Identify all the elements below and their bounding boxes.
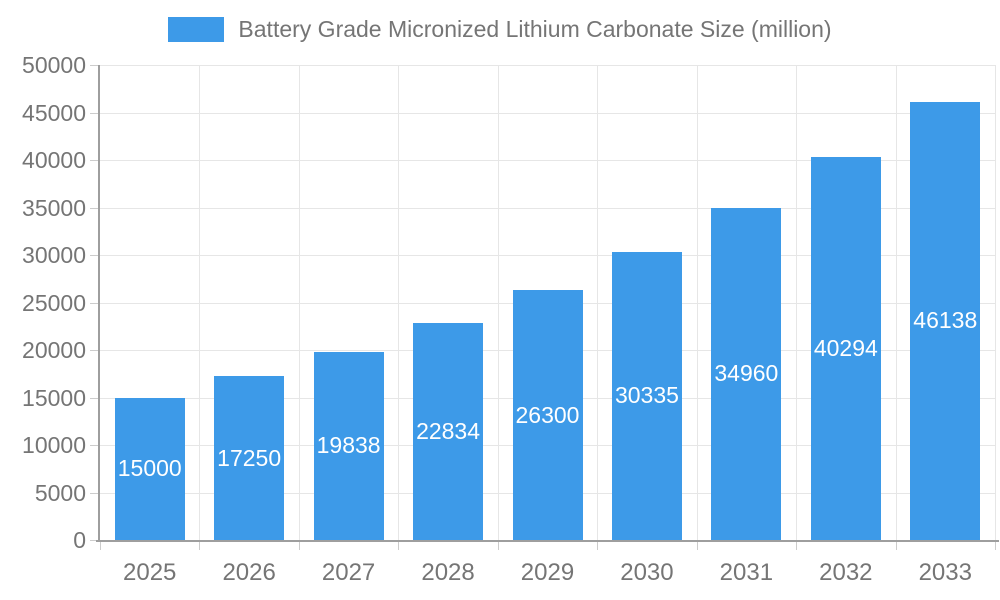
h-gridline: [100, 255, 995, 256]
v-gridline: [497, 65, 499, 540]
v-gridline: [398, 65, 400, 540]
v-gridline: [298, 65, 300, 540]
legend-label: Battery Grade Micronized Lithium Carbona…: [238, 16, 832, 42]
y-axis-tick: [90, 255, 98, 256]
y-axis-tick: [90, 302, 98, 304]
x-axis-category-label: 2028: [421, 559, 475, 586]
x-axis-category-label: 2029: [520, 559, 575, 586]
v-gridline: [796, 65, 798, 540]
y-axis-tick-label: 25000: [22, 289, 86, 316]
y-axis-tick-label: 35000: [22, 194, 86, 221]
bar: 19838: [313, 351, 384, 540]
bar: 46138: [910, 101, 981, 540]
x-axis-category-label: 2033: [918, 559, 972, 586]
x-axis-line: [96, 540, 999, 542]
y-axis-line: [98, 65, 100, 540]
x-axis-tick: [398, 542, 400, 550]
x-axis-tick: [497, 542, 499, 550]
v-gridline: [696, 65, 698, 540]
y-axis-tick-label: 50000: [22, 52, 86, 78]
h-gridline: [100, 207, 995, 209]
y-axis-tick: [90, 445, 98, 446]
h-gridline: [100, 160, 995, 161]
x-axis-tick: [696, 542, 698, 550]
bar-value-label: 40294: [813, 335, 878, 362]
v-gridline: [895, 65, 897, 540]
bar-value-label: 30335: [614, 382, 679, 409]
bar-value-label: 19838: [316, 432, 381, 459]
v-gridline: [199, 65, 201, 540]
bar: 30335: [611, 251, 682, 540]
v-gridline: [995, 65, 996, 540]
y-axis-tick-label: 15000: [22, 384, 86, 411]
x-axis-tick: [995, 542, 996, 550]
x-axis-tick: [199, 542, 201, 550]
x-axis-category-label: 2031: [719, 559, 774, 586]
y-axis-tick: [90, 492, 98, 494]
bar: 40294: [810, 157, 881, 540]
bar: 26300: [512, 290, 583, 540]
x-axis-category-label: 2026: [222, 559, 276, 586]
y-axis-tick-label: 10000: [22, 432, 86, 458]
y-axis-tick-label: 40000: [22, 147, 86, 173]
plot-area: 0 5000 10000 15000 20000 25000 30000 35000 40000…: [22, 52, 999, 586]
y-axis-tick: [90, 207, 98, 209]
bar-value-label: 46138: [913, 307, 978, 334]
bar-value-label: 15000: [117, 455, 182, 482]
y-axis-tick: [90, 350, 98, 351]
h-gridline: [100, 112, 995, 114]
y-axis-tick-label: 20000: [22, 337, 86, 363]
bar-value-label: 34960: [714, 360, 779, 387]
x-axis-category-label: 2032: [819, 559, 873, 586]
y-axis-tick-label: 0: [73, 527, 86, 553]
h-gridline: [100, 65, 995, 66]
bar: 34960: [711, 207, 782, 540]
bar-value-label: 17250: [217, 444, 282, 471]
y-axis-tick: [90, 160, 98, 161]
x-axis-tick: [597, 542, 599, 550]
bar: 15000: [114, 397, 185, 540]
legend[interactable]: Battery Grade Micronized Lithium Carbona…: [0, 16, 1000, 44]
bar: 22834: [413, 323, 484, 540]
y-axis-tick: [90, 112, 98, 114]
y-axis-tick-label: 45000: [22, 99, 86, 126]
y-axis-tick: [90, 397, 98, 399]
x-axis-category-label: 2030: [620, 559, 674, 586]
bar-value-label: 22834: [416, 418, 481, 445]
x-axis-tick: [100, 542, 101, 550]
y-axis-tick-label: 5000: [34, 479, 86, 506]
bar: 17250: [214, 376, 285, 540]
x-axis-tick: [895, 542, 897, 550]
bar-value-label: 26300: [515, 401, 580, 428]
x-axis-category-label: 2027: [321, 559, 376, 586]
x-axis-tick: [796, 542, 798, 550]
x-axis-category-label: 2025: [123, 559, 177, 586]
legend-swatch: [168, 17, 225, 43]
y-axis-tick: [90, 65, 98, 66]
y-axis-tick-label: 30000: [22, 242, 86, 268]
v-gridline: [597, 65, 599, 540]
x-axis-tick: [298, 542, 300, 550]
y-axis-tick: [90, 540, 98, 541]
